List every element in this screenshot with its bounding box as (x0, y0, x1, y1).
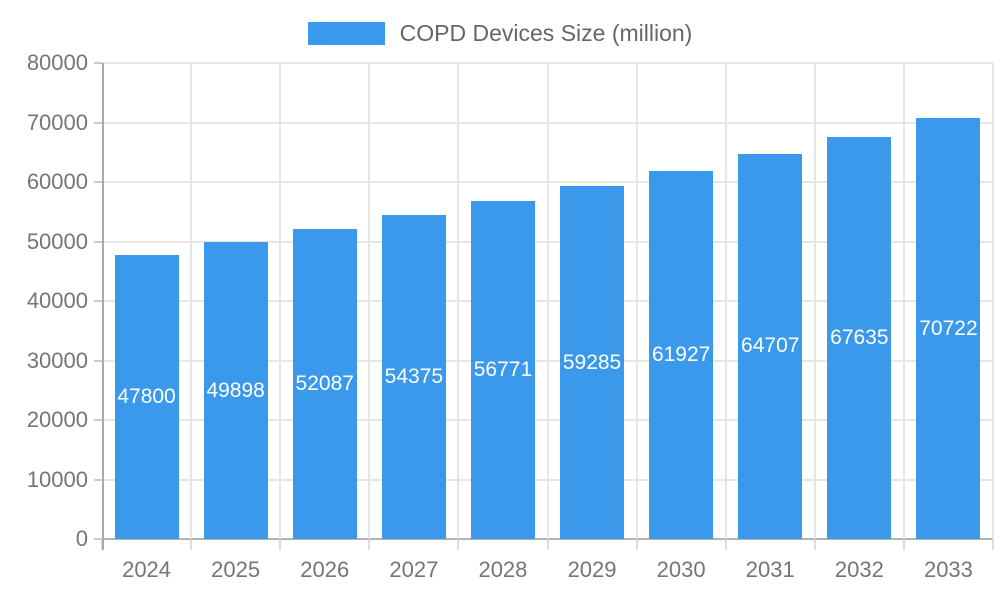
y-axis-tick-label: 60000 (26, 169, 88, 194)
legend-item[interactable]: COPD Devices Size (million) (0, 20, 1000, 47)
vertical-gridline (992, 63, 994, 539)
y-axis-tick-label: 70000 (26, 109, 88, 135)
y-axis-tick (94, 62, 102, 64)
vertical-gridline (368, 63, 371, 539)
vertical-gridline (190, 63, 193, 539)
x-axis-tick-label: 2028 (478, 557, 528, 582)
x-axis-tick (546, 540, 549, 550)
bar-2031[interactable] (738, 153, 803, 539)
x-axis-tick (457, 540, 460, 550)
y-axis-tick-label: 30000 (26, 347, 88, 373)
x-axis-tick-label: 2031 (745, 557, 795, 582)
plot-area: 0 10000 20000 30000 40000 50000 60000 70000 8000… (27, 50, 994, 582)
vertical-gridline (724, 63, 727, 539)
x-axis-tick-label: 2024 (122, 557, 172, 582)
vertical-gridline (635, 63, 638, 539)
y-axis-tick-label: 20000 (26, 407, 88, 432)
x-axis-tick (190, 540, 193, 550)
x-axis-tick (635, 540, 638, 550)
x-axis-tick-label: 2029 (567, 557, 617, 582)
y-axis-tick-label: 50000 (26, 228, 88, 254)
x-axis-tick-label: 2033 (923, 557, 973, 582)
bar-2032[interactable] (827, 136, 892, 539)
y-axis-tick (94, 538, 102, 540)
x-axis-tick (813, 540, 816, 550)
vertical-gridline (546, 63, 549, 539)
y-axis-tick (94, 240, 102, 243)
y-axis-tick (94, 121, 102, 124)
bar-2026[interactable] (292, 229, 357, 539)
y-axis-line (102, 63, 104, 550)
x-axis-baseline (102, 538, 993, 540)
y-axis-tick (94, 478, 102, 481)
x-axis-tick (902, 540, 905, 550)
bar-2025[interactable] (203, 242, 268, 539)
y-axis-tick (94, 359, 102, 362)
bar-2024[interactable] (114, 254, 179, 539)
x-axis-tick-label: 2025 (211, 557, 261, 582)
bar-2028[interactable] (470, 201, 535, 539)
bar-2033[interactable] (916, 118, 981, 539)
y-axis-tick-label: 80000 (26, 50, 88, 75)
x-axis-tick (724, 540, 727, 550)
y-axis-tick (94, 181, 102, 183)
x-axis-tick-label: 2030 (656, 557, 706, 582)
legend-swatch (307, 22, 385, 45)
vertical-gridline (813, 63, 816, 539)
x-axis-tick (279, 540, 282, 550)
y-axis-tick (94, 419, 102, 421)
y-axis-tick (94, 300, 102, 302)
bar-2027[interactable] (381, 215, 446, 539)
x-axis-tick (368, 540, 371, 550)
y-axis-tick-label: 0 (75, 526, 88, 551)
vertical-gridline (457, 63, 460, 539)
bar-2029[interactable] (560, 186, 625, 539)
vertical-gridline (279, 63, 282, 539)
bar-2030[interactable] (649, 170, 714, 539)
legend-label: COPD Devices Size (million) (399, 20, 693, 46)
vertical-gridline (902, 63, 905, 539)
x-axis-tick-label: 2032 (834, 557, 884, 582)
y-axis-tick-label: 40000 (26, 288, 88, 313)
x-axis-tick-label: 2026 (300, 557, 350, 582)
x-axis-tick-label: 2027 (389, 557, 439, 582)
x-axis-tick (992, 540, 994, 550)
y-axis-tick-label: 10000 (26, 466, 88, 492)
